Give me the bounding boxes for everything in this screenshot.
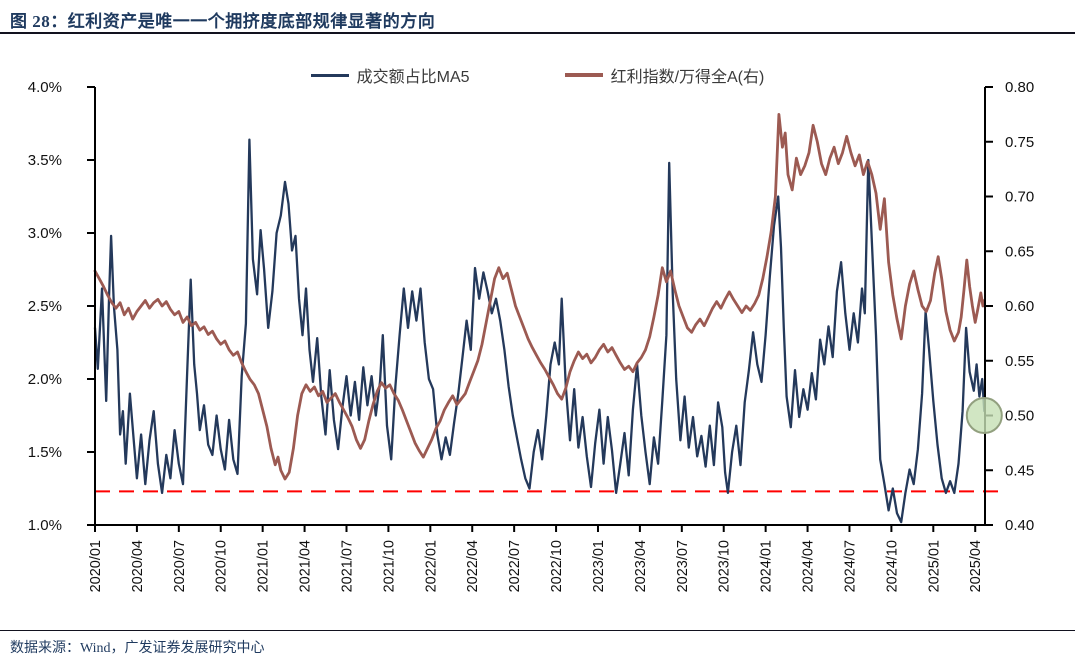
brick-line-swatch [564, 73, 603, 77]
title-rule [0, 32, 1075, 34]
x-axis-tick-label: 2020/07 [172, 540, 188, 592]
right-axis-tick-label: 0.55 [1005, 353, 1034, 370]
right-axis-tick-label: 0.75 [1005, 134, 1034, 151]
right-axis-tick-label: 0.60 [1005, 298, 1034, 315]
x-axis-tick-label: 2022/07 [507, 540, 523, 592]
right-axis-tick-label: 0.80 [1005, 79, 1034, 96]
figure-title: 图 28：红利资产是唯一一个拥挤度底部规律显著的方向 [10, 12, 436, 31]
dividend-ratio-line [93, 113, 986, 481]
navy-line-swatch [310, 73, 349, 77]
right-axis-tick-label: 0.65 [1005, 243, 1034, 260]
x-axis-tick-label: 2023/07 [675, 540, 691, 592]
data-source-note: 数据来源：Wind，广发证券发展研究中心 [10, 641, 265, 656]
left-axis-tick-label: 1.5% [28, 444, 62, 461]
x-axis-tick-label: 2021/10 [381, 540, 397, 592]
footer-rule [0, 630, 1075, 631]
x-axis-tick-label: 2024/07 [842, 540, 858, 592]
volume-share-ma5-line [93, 138, 986, 524]
x-axis-tick-label: 2025/01 [926, 540, 942, 592]
x-axis-tick-label: 2022/01 [423, 540, 439, 592]
left-axis-tick-label: 3.5% [28, 152, 62, 169]
right-axis-tick-label: 0.40 [1005, 517, 1034, 534]
right-axis-tick-label: 0.70 [1005, 189, 1034, 206]
left-axis-tick-label: 4.0% [28, 79, 62, 96]
latest-point-marker [965, 397, 1003, 434]
x-axis-tick-label: 2021/01 [256, 540, 272, 592]
x-axis-tick-label: 2025/04 [968, 540, 984, 592]
right-axis-tick-label: 0.45 [1005, 462, 1034, 479]
x-axis-tick-label: 2022/04 [465, 540, 481, 592]
x-axis-tick-label: 2024/01 [759, 540, 775, 592]
left-axis-tick-label: 3.0% [28, 225, 62, 242]
x-axis-tick-label: 2022/10 [549, 540, 565, 592]
x-axis-tick-label: 2020/04 [130, 540, 146, 592]
x-axis-tick-label: 2023/10 [717, 540, 733, 592]
x-axis-tick-label: 2020/10 [214, 540, 230, 592]
legend-label-dividend-ratio: 红利指数/万得全A(右) [610, 69, 765, 86]
chart-legend: 成交额占比MA5 红利指数/万得全A(右) [0, 63, 1075, 87]
left-axis-tick-label: 2.5% [28, 298, 62, 315]
right-axis-tick-label: 0.50 [1005, 408, 1034, 425]
legend-item-volume-share: 成交额占比MA5 [310, 63, 470, 87]
legend-label-volume-share: 成交额占比MA5 [356, 69, 470, 86]
x-axis-tick-label: 2024/10 [884, 540, 900, 592]
x-axis-tick-label: 2020/01 [88, 540, 104, 592]
legend-item-dividend-ratio: 红利指数/万得全A(右) [564, 63, 765, 87]
x-axis-tick-label: 2021/07 [339, 540, 355, 592]
x-axis-tick-label: 2024/04 [801, 540, 817, 592]
x-axis-tick-label: 2021/04 [298, 540, 314, 592]
left-axis-tick-label: 2.0% [28, 371, 62, 388]
x-axis-tick-label: 2023/04 [633, 540, 649, 592]
left-axis-tick-label: 1.0% [28, 517, 62, 534]
x-axis-tick-label: 2023/01 [591, 540, 607, 592]
